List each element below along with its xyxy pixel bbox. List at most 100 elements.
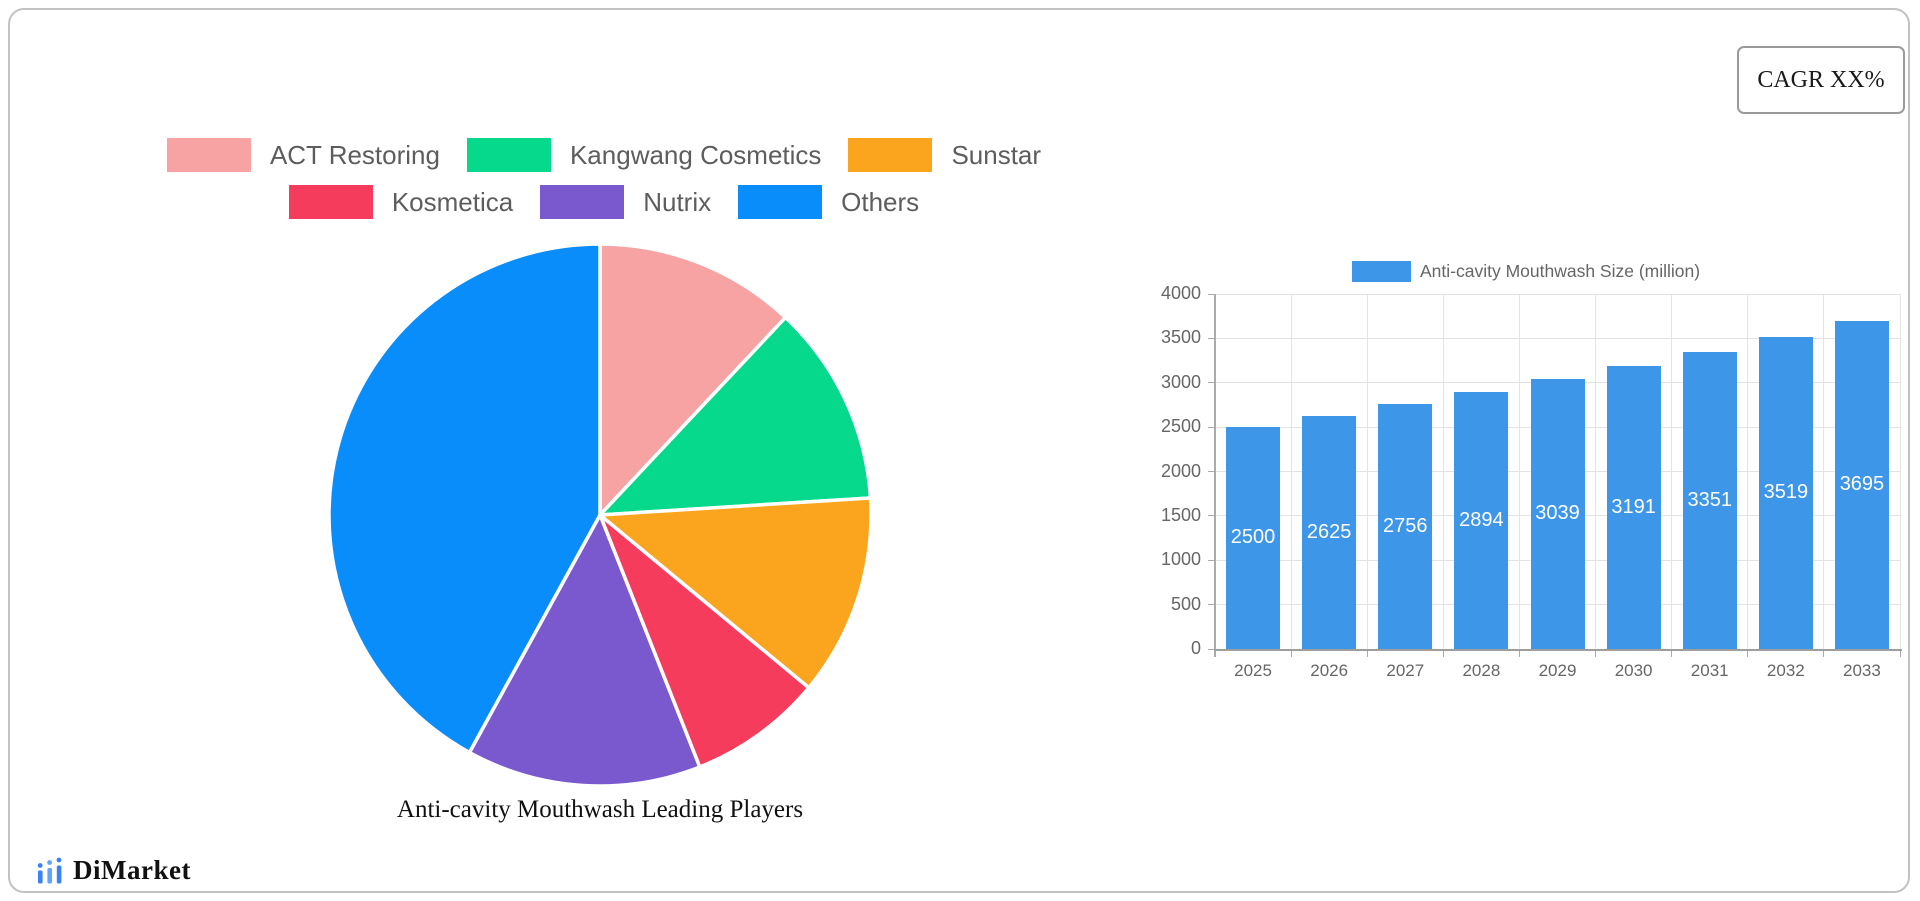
dimarket-logo: DiMarket xyxy=(35,855,191,886)
x-tick-mark xyxy=(1442,650,1444,657)
y-tick-mark xyxy=(1208,559,1215,561)
x-tick-label: 2030 xyxy=(1614,661,1653,680)
pie-slice-kangwang-cosmetics xyxy=(598,315,873,517)
bar-value-label: 3191 xyxy=(1611,495,1656,518)
legend-swatch xyxy=(540,185,625,219)
bar-2025: 2500 xyxy=(1226,427,1281,649)
y-tick-label: 1500 xyxy=(1160,504,1201,525)
y-tick-label: 1000 xyxy=(1160,549,1201,570)
x-tick-mark xyxy=(1366,650,1368,657)
y-tick-label: 4000 xyxy=(1160,283,1201,303)
legend-label: Kangwang Cosmetics xyxy=(569,139,822,170)
y-tick-label: 3500 xyxy=(1160,327,1201,348)
pie-chart xyxy=(327,242,873,788)
legend-swatch xyxy=(848,138,933,172)
y-tick-mark xyxy=(1208,426,1215,428)
pie-slice-kosmetica xyxy=(598,513,811,769)
y-tick-mark xyxy=(1208,604,1215,606)
bar-2029: 3039 xyxy=(1530,379,1585,649)
y-tick-label: 500 xyxy=(1170,593,1201,614)
x-tick-label: 2032 xyxy=(1766,661,1805,680)
bar-legend: Anti-cavity Mouthwash Size (million) xyxy=(1352,261,1700,282)
x-tick-label: 2027 xyxy=(1386,661,1425,680)
gridline-vertical xyxy=(1518,294,1520,649)
y-axis-line xyxy=(1214,294,1216,657)
legend-item-kosmetica: Kosmetica xyxy=(288,185,514,219)
legend-item-kangwang-cosmetics: Kangwang Cosmetics xyxy=(466,138,822,172)
bar-value-label: 2625 xyxy=(1306,520,1352,543)
bar-value-label: 3039 xyxy=(1535,502,1580,524)
cagr-badge: CAGR XX% xyxy=(1737,46,1905,114)
bar-legend-label: Anti-cavity Mouthwash Size (million) xyxy=(1420,261,1701,281)
bar-2026: 2625 xyxy=(1302,416,1357,649)
x-tick-mark xyxy=(1595,650,1597,657)
pie-slice-nutrix xyxy=(467,513,702,788)
x-tick-mark xyxy=(1518,650,1520,657)
legend-label: Kosmetica xyxy=(391,186,514,217)
legend-label: Nutrix xyxy=(643,186,712,217)
x-tick-label: 2029 xyxy=(1538,661,1577,680)
pie-chart-title: Anti-cavity Mouthwash Leading Players xyxy=(396,796,804,823)
pie-slice-sunstar xyxy=(598,496,873,690)
legend-item-others: Others xyxy=(738,185,919,219)
y-tick-mark xyxy=(1208,515,1215,517)
x-tick-label: 2033 xyxy=(1843,661,1881,680)
bar-value-label: 3351 xyxy=(1687,488,1732,511)
bar-2033: 3695 xyxy=(1834,321,1889,649)
gridline-vertical xyxy=(1823,294,1825,649)
bar-value-label: 3695 xyxy=(1839,473,1885,495)
logo-text: DiMarket xyxy=(73,855,191,885)
pie-slice-others xyxy=(327,242,602,755)
y-tick-mark xyxy=(1208,471,1215,472)
x-tick-label: 2028 xyxy=(1462,661,1501,680)
x-tick-label: 2026 xyxy=(1310,661,1349,680)
x-tick-mark xyxy=(1290,650,1292,657)
gridline-vertical xyxy=(1442,294,1444,649)
bar-2027: 2756 xyxy=(1378,404,1433,649)
legend-swatch xyxy=(466,138,551,172)
logo-bar-chart-icon xyxy=(37,857,62,883)
bar-2028: 2894 xyxy=(1454,392,1509,649)
x-tick-mark xyxy=(1747,650,1749,657)
x-tick-label: 2025 xyxy=(1234,661,1272,680)
y-tick-label: 3000 xyxy=(1160,371,1201,392)
bar-chart-plot-area: 0 500 1000 1500 2000 2500 3000 3500 4000 2500 2025… xyxy=(1161,283,1902,680)
x-axis-line xyxy=(1214,649,1902,651)
bar-value-label: 2894 xyxy=(1459,508,1504,531)
legend-item-sunstar: Sunstar xyxy=(848,138,1041,172)
bar-2032: 3519 xyxy=(1758,337,1813,649)
gridline-horizontal xyxy=(1215,337,1900,339)
x-tick-label: 2031 xyxy=(1690,661,1729,680)
gridline-vertical xyxy=(1366,294,1368,649)
report-card: CAGR XX% ACT Restoring Kangwang Cosmetics… xyxy=(8,8,1910,893)
gridline-vertical xyxy=(1290,294,1292,649)
bar-2031: 3351 xyxy=(1682,352,1737,649)
gridline-vertical xyxy=(1671,294,1673,649)
legend-item-act-restoring: ACT Restoring xyxy=(166,138,440,172)
cagr-label: CAGR XX% xyxy=(1757,66,1885,93)
y-tick-label: 2000 xyxy=(1160,460,1201,481)
y-tick-label: 0 xyxy=(1190,638,1201,658)
x-tick-mark xyxy=(1899,650,1901,657)
bar-legend-swatch xyxy=(1352,261,1411,282)
bar-2030: 3191 xyxy=(1606,366,1661,649)
y-tick-mark xyxy=(1208,337,1215,339)
gridline-horizontal xyxy=(1215,293,1900,295)
legend-label: Others xyxy=(841,186,920,217)
pie-slice-act-restoring xyxy=(598,242,788,517)
bar-value-label: 3519 xyxy=(1763,481,1809,503)
pie-legend-row: Kosmetica Nutrix Others xyxy=(288,185,919,219)
x-tick-mark xyxy=(1671,650,1673,657)
bar-value-label: 2756 xyxy=(1383,514,1428,537)
legend-label: ACT Restoring xyxy=(269,139,440,170)
bar-value-label: 2500 xyxy=(1230,526,1276,548)
legend-swatch xyxy=(738,185,823,219)
pie-legend-row: ACT Restoring Kangwang Cosmetics Sunstar xyxy=(166,138,1041,172)
gridline-vertical xyxy=(1899,294,1901,649)
gridline-vertical xyxy=(1595,294,1597,649)
y-tick-label: 2500 xyxy=(1160,416,1201,437)
legend-label: Sunstar xyxy=(951,139,1042,170)
x-tick-mark xyxy=(1823,650,1825,657)
y-tick-mark xyxy=(1208,648,1215,650)
legend-item-nutrix: Nutrix xyxy=(540,185,711,219)
